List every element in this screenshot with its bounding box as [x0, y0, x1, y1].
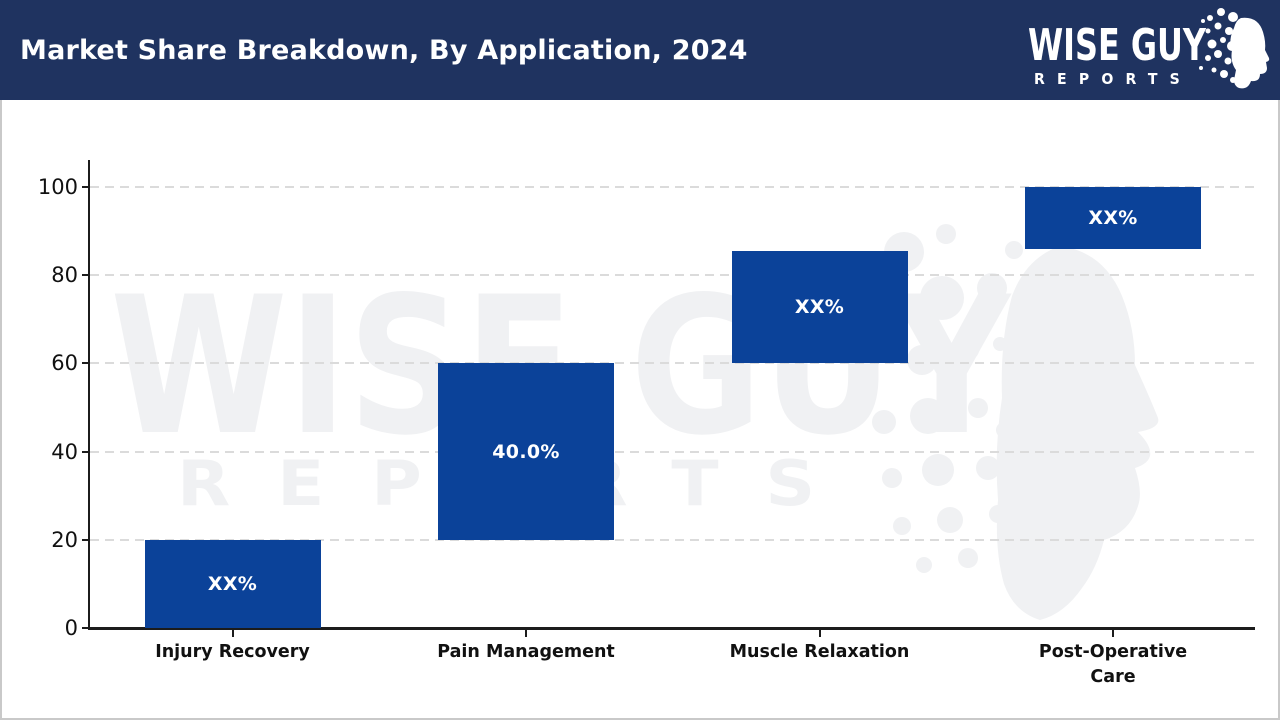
- page-title: Market Share Breakdown, By Application, …: [20, 34, 748, 66]
- y-tick-mark-60: [82, 362, 90, 365]
- x-tick-mark-pain-management: [525, 630, 527, 637]
- x-tick-mark-muscle-relaxation: [818, 630, 821, 637]
- y-tick-mark-100: [82, 186, 90, 188]
- logo-face-icon: [1230, 17, 1270, 89]
- bar-muscle-relaxation: XX%: [731, 250, 908, 364]
- x-tick-mark-injury-recovery: [231, 630, 234, 637]
- y-axis-line: [88, 160, 90, 630]
- bar-value-label-injury-recovery: XX%: [207, 572, 258, 595]
- header-bar: Market Share Breakdown, By Application, …: [0, 0, 1280, 100]
- gridline-60: [90, 362, 1255, 365]
- logo-brand-text: WISE GUY: [1028, 20, 1207, 71]
- y-tick-label-60: 60: [51, 351, 78, 376]
- logo-dots: [1199, 8, 1238, 83]
- y-tick-mark-40: [82, 450, 90, 453]
- logo-sub-text: REPORTS: [1034, 70, 1192, 88]
- x-tick-label-muscle-relaxation: Muscle Relaxation: [729, 642, 910, 662]
- bar-injury-recovery: XX%: [144, 539, 321, 628]
- y-tick-mark-20: [82, 538, 90, 541]
- y-tick-label-20: 20: [51, 527, 78, 552]
- x-tick-label-post-operative-care: Post-Operative Care: [1038, 642, 1188, 688]
- y-tick-label-40: 40: [51, 439, 78, 464]
- y-tick-label-100: 100: [37, 175, 78, 199]
- x-axis-line: [88, 627, 1255, 630]
- y-tick-label-0: 0: [64, 616, 78, 640]
- gridline-20: [90, 538, 1255, 541]
- gridline-100: [90, 186, 1255, 188]
- wise-guy-reports-logo: WISE GUY REPORTS: [1028, 8, 1270, 89]
- x-tick-label-injury-recovery: Injury Recovery: [155, 642, 310, 662]
- x-tick-mark-post-operative-care: [1112, 630, 1114, 637]
- x-tick-label-pain-management: Pain Management: [437, 642, 615, 662]
- y-tick-mark-80: [82, 274, 90, 277]
- bar-value-label-pain-management: 40.0%: [492, 440, 560, 463]
- y-tick-mark-0: [82, 627, 90, 629]
- gridline-80: [90, 274, 1255, 277]
- bar-pain-management: 40.0%: [438, 363, 614, 540]
- bar-value-label-muscle-relaxation: XX%: [794, 296, 845, 319]
- y-tick-label-80: 80: [51, 263, 78, 288]
- bar-post-operative-care: XX%: [1025, 187, 1201, 249]
- bar-value-label-post-operative-care: XX%: [1088, 206, 1138, 229]
- gridline-40: [90, 450, 1255, 453]
